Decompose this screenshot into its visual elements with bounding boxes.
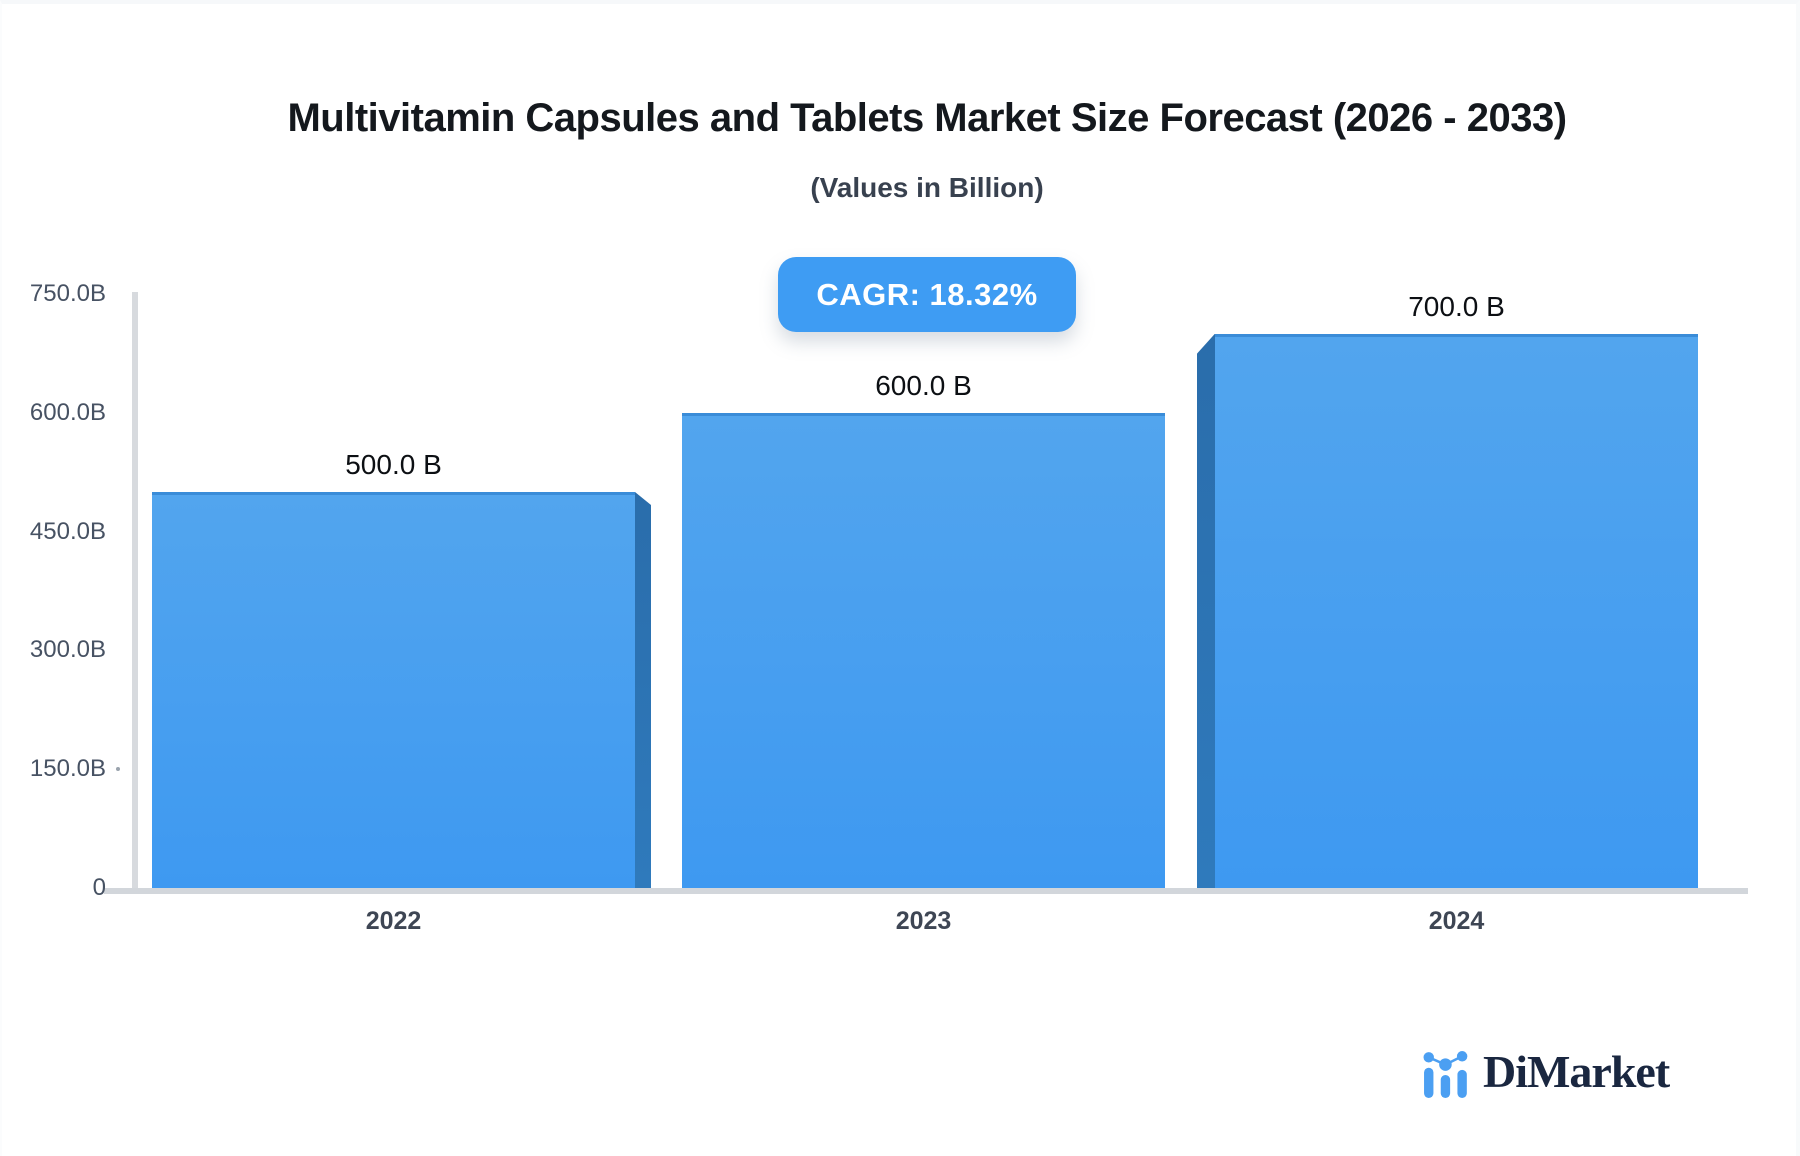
bar-2024-side-face bbox=[1197, 333, 1215, 888]
y-axis-tick-label: 600.0B bbox=[29, 398, 106, 426]
bar-value-label: 600.0 B bbox=[875, 369, 972, 401]
x-axis-label: 2024 bbox=[1428, 907, 1485, 935]
bar-value-label: 700.0 B bbox=[1408, 290, 1505, 322]
dimarket-logo: DiMarket bbox=[1423, 1044, 1670, 1104]
x-axis-label: 2023 bbox=[895, 907, 952, 935]
mini-bar-line-chart-icon bbox=[1423, 1051, 1468, 1098]
cagr-badge-row: CAGR: 18.32% bbox=[52, 257, 1796, 332]
page-subtitle: (Values in Billion) bbox=[810, 172, 1044, 203]
y-axis-tick-label: 300.0B bbox=[29, 636, 106, 664]
y-axis-line bbox=[132, 292, 138, 888]
y-axis-tick-label: 0 bbox=[92, 874, 106, 901]
y-axis-tick-label: 150.0B bbox=[29, 755, 106, 783]
y-axis-tick-label: 450.0B bbox=[29, 517, 106, 545]
x-axis-label: 2022 bbox=[365, 907, 422, 935]
logo-wordmark: DiMarket bbox=[1483, 1046, 1670, 1097]
bar-2022 bbox=[152, 492, 635, 888]
x-axis-baseline bbox=[104, 888, 1748, 894]
bar-2024 bbox=[1215, 333, 1698, 888]
bar-chart-plot-area: 750.0B 600.0B 450.0B 300.0B 150.0B 0 500.0 B 20… bbox=[2, 4, 1796, 1156]
y-axis-tick-label: 750.0B bbox=[29, 280, 106, 307]
cagr-badge: CAGR: 18.32% bbox=[778, 257, 1076, 332]
y-axis-tick-mark bbox=[116, 767, 120, 772]
bar-value-label: 500.0 B bbox=[345, 449, 442, 480]
page-title: Multivitamin Capsules and Tablets Market… bbox=[287, 96, 1567, 140]
bar-2022-side-face bbox=[635, 492, 651, 888]
bar-2023 bbox=[682, 412, 1165, 888]
